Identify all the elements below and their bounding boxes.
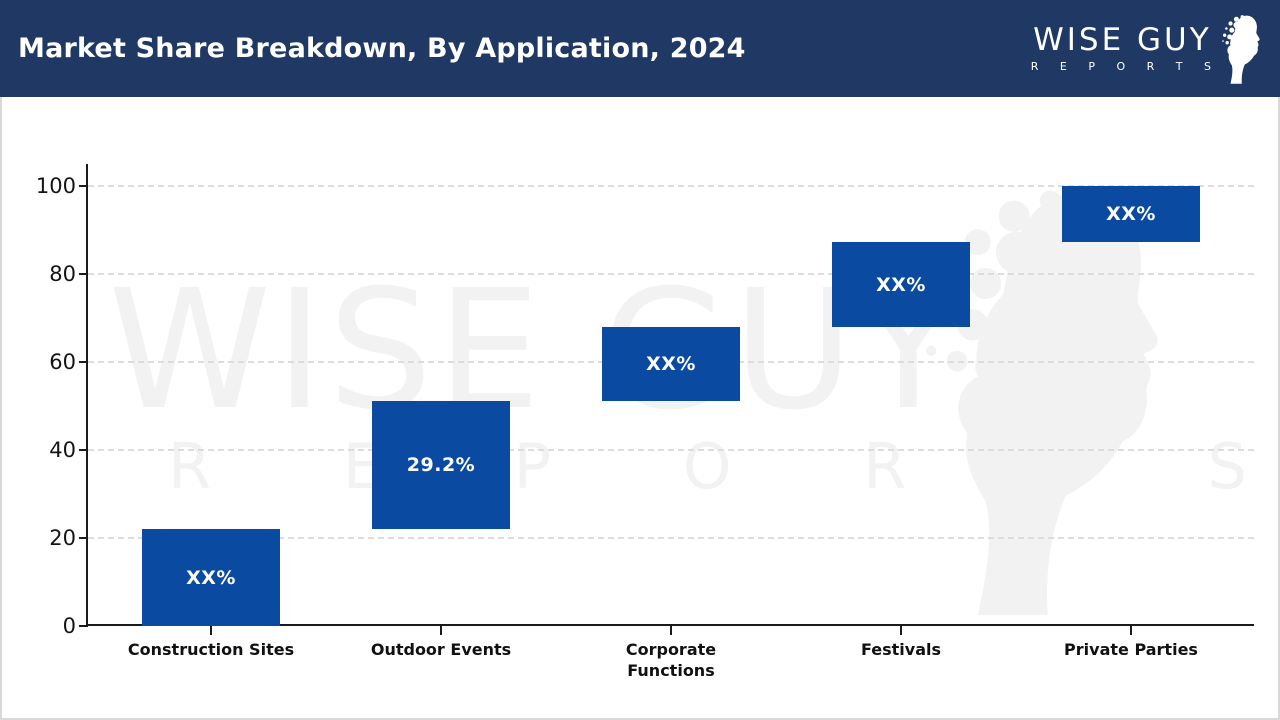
x-tick-mark: [670, 626, 672, 635]
bar-2: [602, 326, 740, 401]
brand-subname: R E P O R T S: [1030, 59, 1220, 73]
bar-value-label: XX%: [186, 566, 236, 589]
bar-0: [142, 529, 280, 626]
bar-value-label: XX%: [1106, 203, 1156, 226]
x-tick-mark: [1130, 626, 1132, 635]
x-category-label: Outdoor Events: [370, 640, 512, 659]
x-axis-line: [86, 624, 1254, 626]
bar-1: [372, 400, 510, 530]
x-tick-mark: [440, 626, 442, 635]
page-title: Market Share Breakdown, By Application, …: [18, 33, 746, 64]
y-tick-mark: [79, 625, 88, 627]
y-tick-label: 0: [62, 614, 76, 638]
bar-value-label: 29.2%: [406, 453, 476, 476]
x-category-label: Private Parties: [1064, 640, 1198, 659]
x-category-label: Festivals: [860, 640, 942, 659]
gridline-100: [88, 185, 1254, 187]
bar-value-label: XX%: [646, 352, 696, 375]
brand-name: WISE GUY: [1033, 21, 1212, 58]
y-tick-label: 80: [49, 262, 76, 286]
y-tick-label: 60: [49, 350, 76, 374]
y-tick-mark: [79, 537, 88, 539]
x-tick-mark: [210, 626, 212, 635]
bar-value-label: XX%: [876, 273, 926, 296]
x-category-label: Construction Sites: [127, 640, 295, 659]
header-bar: Market Share Breakdown, By Application, …: [0, 0, 1280, 97]
brand-logo-text: WISE GUY R E P O R T S: [1025, 21, 1220, 73]
brand-logo: WISE GUY R E P O R T S: [1025, 13, 1264, 85]
y-tick-label: 100: [35, 174, 76, 198]
brand-head-icon: [1222, 14, 1260, 84]
y-tick-mark: [79, 273, 88, 275]
gridline-40: [88, 449, 1254, 451]
y-tick-mark: [79, 185, 88, 187]
gridline-20: [88, 537, 1254, 539]
x-category-label: Corporate Functions: [625, 640, 717, 680]
gridline-80: [88, 273, 1254, 275]
y-tick-label: 40: [49, 438, 76, 462]
x-tick-mark: [900, 626, 902, 635]
y-tick-mark: [79, 361, 88, 363]
y-tick-mark: [79, 449, 88, 451]
y-tick-label: 20: [49, 526, 76, 550]
y-axis-line: [86, 164, 88, 626]
